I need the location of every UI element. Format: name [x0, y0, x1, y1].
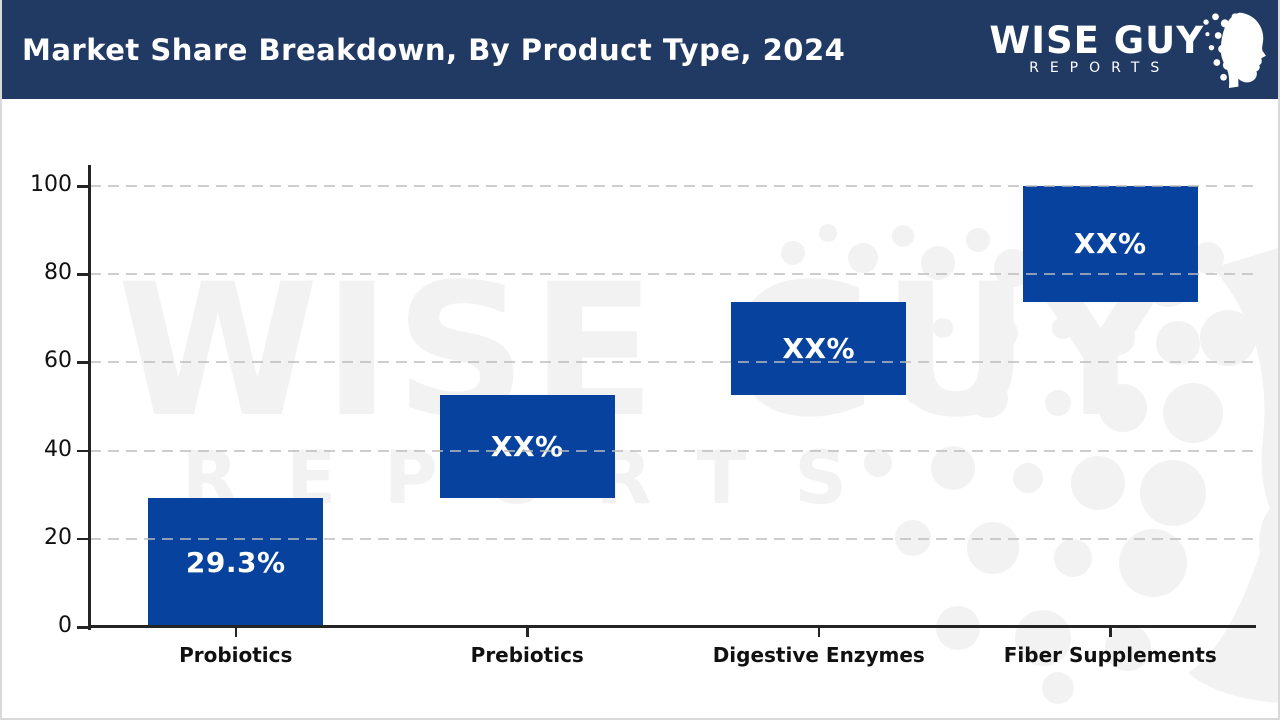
x-axis-category-label: Digestive Enzymes: [712, 643, 925, 667]
brand-subtitle: REPORTS: [1029, 60, 1171, 77]
y-axis-tick-label: 0: [58, 613, 72, 638]
gridline: [90, 185, 1256, 187]
gridline: [90, 449, 1256, 452]
y-tick-mark: [77, 185, 88, 188]
brand-name: WISE GUY: [989, 18, 1204, 62]
bar-value-label: 29.3%: [185, 545, 286, 579]
x-axis-category-label: Probiotics: [179, 643, 293, 667]
y-axis-tick-label: 80: [44, 260, 72, 286]
gridline: [90, 537, 1256, 540]
x-axis-category-label: Prebiotics: [470, 643, 584, 667]
bar-segment: XX%: [731, 301, 907, 396]
x-tick-mark: [234, 628, 237, 637]
gridline: [90, 361, 1256, 364]
x-tick-mark: [526, 628, 529, 637]
bar-segment: XX%: [439, 395, 615, 498]
y-axis-tick-label: 100: [30, 172, 72, 197]
y-tick-mark: [77, 626, 88, 629]
bar-value-label: XX%: [490, 429, 564, 463]
y-tick-mark: [77, 361, 88, 364]
y-axis-line: [88, 165, 91, 630]
x-tick-mark: [817, 628, 820, 637]
y-tick-mark: [77, 537, 88, 541]
logo-head-icon: [1203, 12, 1266, 89]
x-axis-line: [88, 625, 1256, 628]
y-tick-mark: [77, 449, 88, 453]
x-axis-category-label: Fiber Supplements: [1003, 643, 1217, 667]
header-bar: Market Share Breakdown, By Product Type,…: [2, 0, 1278, 99]
y-axis-tick-label: 20: [44, 524, 72, 550]
y-axis-tick-label: 40: [44, 436, 72, 462]
y-tick-mark: [77, 273, 88, 276]
bar-segment: 29.3%: [148, 497, 324, 627]
y-axis-tick-label: 60: [44, 348, 72, 374]
brand-logo: WISE GUY REPORTS: [989, 8, 1272, 90]
bar-value-label: XX%: [782, 331, 856, 365]
x-tick-mark: [1109, 628, 1112, 637]
gridline: [90, 273, 1256, 276]
page-title: Market Share Breakdown, By Product Type,…: [22, 32, 846, 67]
brand-logo-text: WISE GUY REPORTS: [989, 18, 1204, 77]
bar-value-label: XX%: [1073, 227, 1147, 261]
bar-segment: XX%: [1022, 186, 1198, 302]
